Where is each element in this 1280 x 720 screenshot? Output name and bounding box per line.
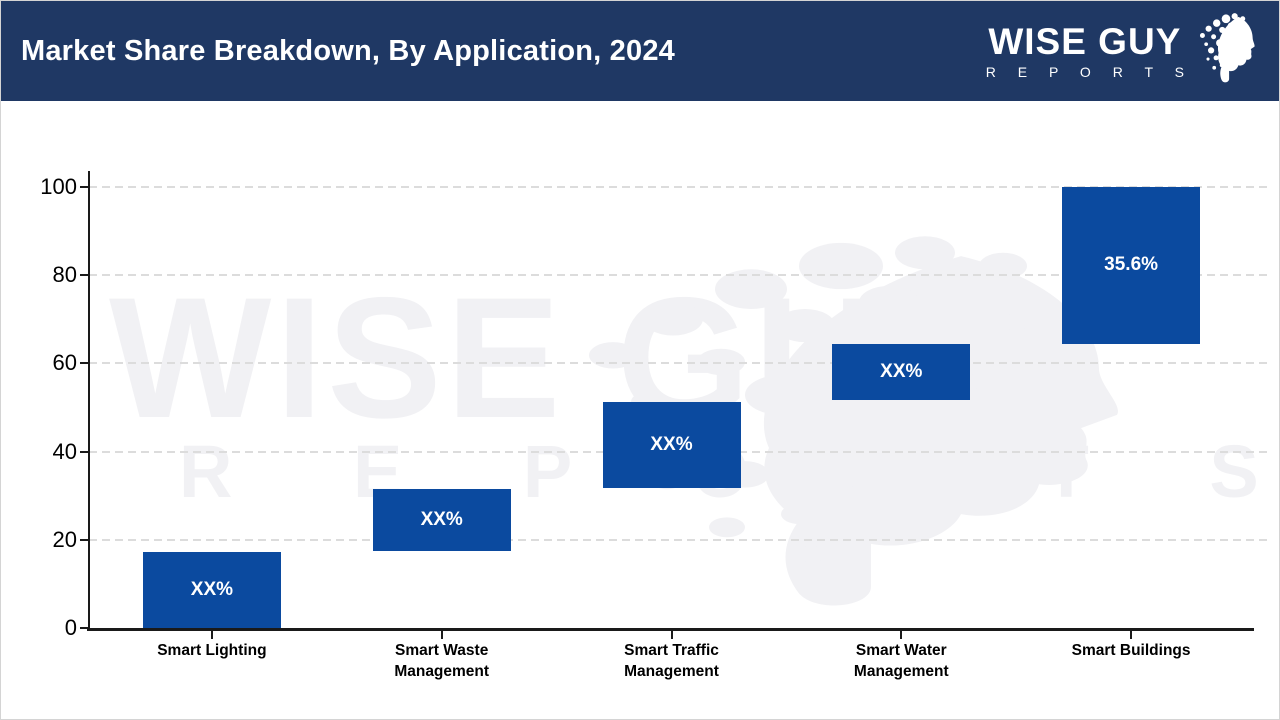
y-tick-label: 40	[52, 438, 77, 464]
logo-subtitle: R E P O R T S	[985, 63, 1193, 80]
dotted-face-profile-icon	[1199, 13, 1255, 83]
y-tick-0	[80, 627, 88, 629]
category-label: Smart Lighting	[157, 642, 267, 659]
x-tick	[440, 631, 443, 639]
bar-segment: XX%	[142, 551, 281, 628]
y-tick-20	[80, 538, 88, 541]
x-tick	[210, 631, 213, 639]
y-tick-60	[80, 362, 88, 365]
bar-value-label: XX%	[190, 578, 234, 600]
logo-text: WISE GUY R E P O R T S	[977, 23, 1193, 80]
watermark-face-pattern	[589, 236, 1118, 606]
category-label: Smart Traffic Management	[624, 642, 719, 680]
gridline-20	[89, 538, 1271, 541]
wise-guy-reports-logo: WISE GUY R E P O R T S	[977, 9, 1257, 93]
y-tick-label: 80	[52, 262, 77, 288]
category-label: Smart Water Management	[853, 642, 949, 680]
x-tick	[1130, 631, 1133, 639]
chart-title: Market Share Breakdown, By Application, …	[21, 34, 675, 67]
logo-wordmark: WISE GUY	[988, 20, 1182, 62]
category-label: Smart Waste Management	[394, 642, 490, 680]
y-tick-40	[80, 450, 88, 453]
bar-segment: 35.6%	[1062, 187, 1201, 344]
y-tick-label: 60	[52, 350, 77, 376]
y-axis-line	[88, 171, 90, 630]
y-tick-100	[80, 186, 88, 188]
bar-value-label: XX%	[420, 508, 463, 530]
header-band: Market Share Breakdown, By Application, …	[1, 1, 1279, 101]
gridline-100	[89, 186, 1271, 188]
bar-value-label: XX%	[650, 433, 693, 455]
plot-area: 0 20 40 60 80 100 XX% XX% XX% XX% 35.6% Smart Light…	[1, 101, 1279, 719]
x-tick	[670, 631, 673, 639]
category-label: Smart Buildings	[1071, 642, 1191, 659]
bar-segment: XX%	[832, 343, 971, 401]
y-tick-label: 20	[52, 526, 77, 552]
bar-segment: XX%	[602, 401, 741, 488]
bar-value-label: XX%	[880, 361, 923, 383]
y-tick-80	[80, 274, 88, 277]
x-axis-line	[87, 628, 1254, 631]
y-tick-label: 0	[64, 615, 77, 640]
gridline-60	[89, 362, 1271, 365]
bar-value-label: 35.6%	[1104, 254, 1159, 276]
bar-segment: XX%	[372, 489, 511, 551]
x-tick	[900, 631, 903, 639]
y-tick-label: 100	[40, 174, 77, 199]
gridline-80	[89, 274, 1271, 277]
